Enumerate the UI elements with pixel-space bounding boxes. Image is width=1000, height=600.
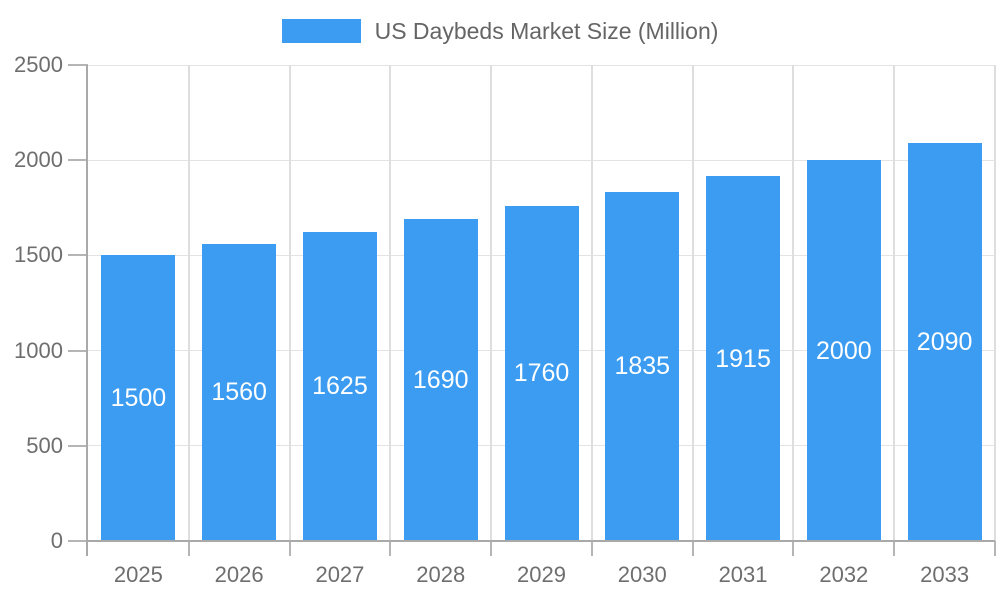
v-gridline bbox=[590, 65, 593, 541]
legend: US Daybeds Market Size (Million) bbox=[0, 16, 1000, 46]
v-gridline bbox=[994, 65, 996, 541]
bar-value-label: 1690 bbox=[412, 366, 469, 395]
x-axis-label: 2026 bbox=[214, 562, 264, 587]
bar-2027 bbox=[302, 231, 377, 540]
y-axis-line bbox=[86, 65, 88, 556]
bar-value-label: 1625 bbox=[312, 372, 368, 401]
h-gridline bbox=[88, 159, 995, 161]
v-gridline bbox=[893, 65, 896, 541]
x-tick-mark bbox=[893, 541, 896, 556]
bar-value-label: 1760 bbox=[513, 359, 570, 388]
bar-2029 bbox=[504, 205, 579, 540]
y-tick-mark bbox=[68, 540, 88, 542]
x-axis-label: 2030 bbox=[617, 562, 667, 587]
x-axis-label: 2033 bbox=[920, 562, 970, 587]
x-tick-mark bbox=[691, 541, 694, 556]
h-gridline bbox=[88, 64, 995, 66]
bar-2025 bbox=[101, 255, 176, 540]
bar-value-label: 1560 bbox=[211, 378, 267, 407]
x-axis-label: 2031 bbox=[718, 562, 768, 587]
x-axis-label: 2028 bbox=[416, 562, 466, 587]
bar-value-label: 1500 bbox=[110, 384, 167, 413]
x-axis-line bbox=[86, 540, 995, 542]
y-tick-mark bbox=[68, 254, 88, 257]
legend-item[interactable]: US Daybeds Market Size (Million) bbox=[281, 17, 719, 45]
x-tick-mark bbox=[792, 541, 795, 556]
y-axis-label: 1000 bbox=[14, 337, 63, 363]
bar-value-label: 2090 bbox=[916, 328, 973, 357]
legend-swatch-icon bbox=[281, 19, 361, 43]
legend-label: US Daybeds Market Size (Million) bbox=[374, 17, 719, 44]
y-axis-label: 2500 bbox=[14, 52, 63, 77]
bar-value-label: 2000 bbox=[816, 336, 872, 365]
x-axis-label: 2027 bbox=[315, 562, 365, 587]
bar-2028 bbox=[403, 219, 478, 540]
bar-2033 bbox=[907, 143, 982, 540]
x-tick-mark bbox=[994, 541, 996, 556]
x-tick-mark bbox=[187, 541, 190, 556]
v-gridline bbox=[389, 65, 392, 541]
v-gridline bbox=[792, 65, 795, 541]
bar-value-label: 1835 bbox=[614, 352, 671, 381]
y-axis-label: 500 bbox=[26, 432, 63, 458]
x-tick-mark bbox=[590, 541, 593, 556]
y-axis-label: 2000 bbox=[14, 147, 63, 173]
y-tick-mark bbox=[68, 159, 88, 162]
x-axis-label: 2032 bbox=[819, 562, 869, 587]
y-axis-label: 1500 bbox=[14, 242, 63, 268]
v-gridline bbox=[490, 65, 493, 541]
bar-2030 bbox=[605, 191, 680, 540]
v-gridline bbox=[288, 65, 291, 541]
x-tick-mark bbox=[389, 541, 392, 556]
bar-2026 bbox=[202, 243, 277, 540]
y-axis-label: 0 bbox=[50, 528, 63, 553]
v-gridline bbox=[691, 65, 694, 541]
bar-value-label: 1915 bbox=[715, 344, 771, 373]
y-tick-mark bbox=[68, 64, 88, 66]
bar-2031 bbox=[706, 176, 781, 540]
v-gridline bbox=[187, 65, 190, 541]
x-axis-label: 2029 bbox=[517, 562, 566, 587]
bar-2032 bbox=[806, 160, 881, 540]
x-axis-label: 2025 bbox=[113, 562, 163, 587]
y-tick-mark bbox=[68, 349, 88, 352]
x-tick-mark bbox=[490, 541, 493, 556]
x-tick-mark bbox=[288, 541, 291, 556]
y-tick-mark bbox=[68, 444, 88, 447]
